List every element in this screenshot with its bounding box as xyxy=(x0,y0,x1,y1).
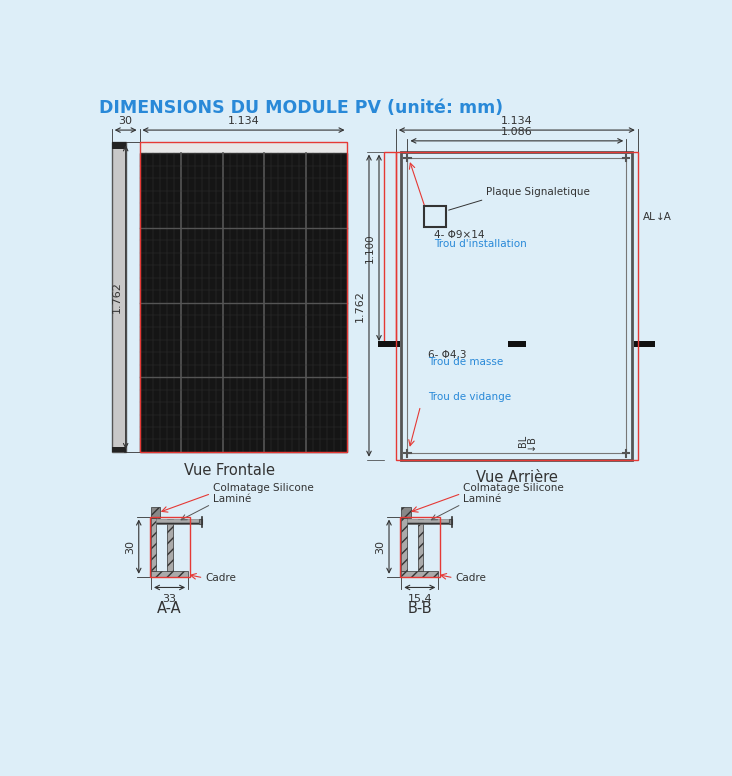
Bar xyxy=(407,519,449,522)
Bar xyxy=(401,571,438,577)
Text: 33: 33 xyxy=(163,594,176,605)
Text: 1.100: 1.100 xyxy=(365,233,375,262)
Bar xyxy=(401,518,407,571)
Bar xyxy=(151,508,160,518)
Bar xyxy=(417,519,423,571)
Text: ↓B: ↓B xyxy=(526,435,536,450)
Text: Colmatage Silicone: Colmatage Silicone xyxy=(213,483,313,493)
Bar xyxy=(112,446,126,452)
Text: ↓A: ↓A xyxy=(655,212,671,222)
Bar xyxy=(384,151,396,344)
Bar xyxy=(401,508,411,518)
Bar xyxy=(396,151,638,459)
Bar xyxy=(157,522,199,525)
Text: 1.762: 1.762 xyxy=(355,289,365,321)
Bar xyxy=(408,158,626,453)
Text: Trou de vidange: Trou de vidange xyxy=(428,392,512,402)
Text: Trou de masse: Trou de masse xyxy=(428,357,504,367)
Bar xyxy=(140,153,348,452)
Text: Laminé: Laminé xyxy=(463,494,501,504)
Text: AL: AL xyxy=(643,212,656,222)
Text: 15,4: 15,4 xyxy=(408,594,432,605)
Bar xyxy=(400,517,440,577)
Bar xyxy=(199,519,202,525)
Text: 1.134: 1.134 xyxy=(228,116,259,126)
Text: 30: 30 xyxy=(376,539,385,553)
Text: 30: 30 xyxy=(119,116,132,126)
Bar xyxy=(507,341,526,347)
Text: Laminé: Laminé xyxy=(213,494,251,504)
Bar xyxy=(151,518,157,571)
Bar xyxy=(425,206,446,227)
Bar xyxy=(449,519,452,525)
Text: B-B: B-B xyxy=(408,601,432,616)
Text: 1.762: 1.762 xyxy=(112,281,122,313)
Bar xyxy=(112,143,126,452)
Bar xyxy=(157,519,199,522)
Bar xyxy=(401,151,632,459)
Text: 6- Φ4,3: 6- Φ4,3 xyxy=(428,349,467,359)
Bar xyxy=(634,341,655,347)
Bar xyxy=(151,571,188,577)
Text: Plaque Signaletique: Plaque Signaletique xyxy=(486,187,590,197)
Text: Cadre: Cadre xyxy=(205,573,236,583)
Bar xyxy=(407,522,449,525)
Text: A-A: A-A xyxy=(157,601,182,616)
Text: Colmatage Silicone: Colmatage Silicone xyxy=(463,483,564,493)
Text: 30: 30 xyxy=(125,539,135,553)
Text: 1.134: 1.134 xyxy=(501,116,533,126)
Text: Trou d'installation: Trou d'installation xyxy=(433,240,526,249)
Bar xyxy=(112,143,126,149)
Bar xyxy=(140,143,348,452)
Bar xyxy=(167,519,173,571)
Bar xyxy=(149,517,190,577)
Bar xyxy=(140,143,348,153)
Text: DIMENSIONS DU MODULE PV (unité: mm): DIMENSIONS DU MODULE PV (unité: mm) xyxy=(100,99,504,117)
Text: Vue Arrière: Vue Arrière xyxy=(476,470,558,486)
Text: 1.086: 1.086 xyxy=(501,127,533,137)
Text: BL: BL xyxy=(518,435,528,446)
Bar xyxy=(378,341,400,347)
Text: Vue Frontale: Vue Frontale xyxy=(184,462,275,478)
Text: Cadre: Cadre xyxy=(455,573,486,583)
Text: 4- Φ9×14: 4- Φ9×14 xyxy=(433,230,484,241)
